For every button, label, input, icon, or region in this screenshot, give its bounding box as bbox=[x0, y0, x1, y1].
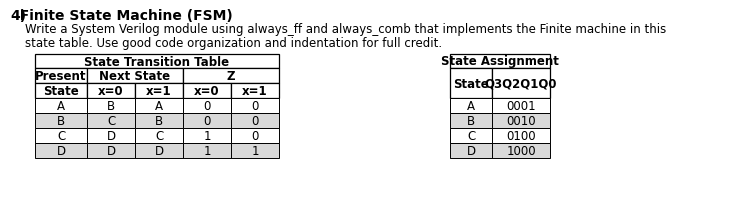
Bar bbox=[87, 128, 135, 143]
Text: 0: 0 bbox=[251, 99, 259, 112]
Text: Present: Present bbox=[35, 70, 87, 83]
Bar bbox=[135, 84, 183, 98]
Text: 0: 0 bbox=[251, 115, 259, 127]
Text: Q3Q2Q1Q0: Q3Q2Q1Q0 bbox=[485, 77, 557, 90]
Text: x=0: x=0 bbox=[195, 85, 220, 97]
Text: 1: 1 bbox=[204, 144, 211, 157]
Bar bbox=[183, 143, 231, 158]
Bar bbox=[450, 55, 550, 69]
Text: A: A bbox=[57, 99, 65, 112]
Text: 1000: 1000 bbox=[506, 144, 536, 157]
Text: D: D bbox=[106, 144, 115, 157]
Bar bbox=[492, 69, 550, 98]
Bar bbox=[183, 98, 231, 114]
Text: 1: 1 bbox=[251, 144, 259, 157]
Bar bbox=[35, 84, 87, 98]
Text: 0: 0 bbox=[204, 115, 210, 127]
Text: B: B bbox=[467, 115, 475, 127]
Bar bbox=[135, 98, 183, 114]
Bar bbox=[183, 69, 279, 84]
Bar bbox=[231, 84, 279, 98]
Text: x=1: x=1 bbox=[242, 85, 268, 97]
Text: x=0: x=0 bbox=[98, 85, 124, 97]
Text: 0: 0 bbox=[204, 99, 210, 112]
Text: State: State bbox=[453, 77, 489, 90]
Bar bbox=[492, 143, 550, 158]
Text: State Assignment: State Assignment bbox=[441, 55, 559, 68]
Bar bbox=[35, 55, 279, 69]
Text: Finite State Machine (FSM): Finite State Machine (FSM) bbox=[10, 9, 233, 23]
Bar bbox=[183, 128, 231, 143]
Bar bbox=[35, 143, 87, 158]
Bar bbox=[135, 128, 183, 143]
Bar bbox=[492, 98, 550, 114]
Text: Z: Z bbox=[227, 70, 235, 83]
Bar bbox=[450, 98, 492, 114]
Bar bbox=[231, 114, 279, 128]
Text: 0100: 0100 bbox=[506, 129, 536, 142]
Text: 4): 4) bbox=[10, 9, 26, 23]
Text: C: C bbox=[467, 129, 475, 142]
Bar bbox=[87, 84, 135, 98]
Bar bbox=[492, 114, 550, 128]
Bar bbox=[35, 69, 87, 84]
Text: state table. Use good code organization and indentation for full credit.: state table. Use good code organization … bbox=[10, 37, 442, 50]
Bar bbox=[231, 143, 279, 158]
Text: D: D bbox=[155, 144, 164, 157]
Bar bbox=[492, 128, 550, 143]
Text: B: B bbox=[57, 115, 65, 127]
Bar bbox=[87, 143, 135, 158]
Text: 0: 0 bbox=[251, 129, 259, 142]
Text: A: A bbox=[467, 99, 475, 112]
Bar bbox=[87, 98, 135, 114]
Bar bbox=[450, 128, 492, 143]
Bar bbox=[231, 128, 279, 143]
Text: 1: 1 bbox=[204, 129, 211, 142]
Text: C: C bbox=[107, 115, 115, 127]
Text: B: B bbox=[107, 99, 115, 112]
Text: x=1: x=1 bbox=[146, 85, 172, 97]
Bar bbox=[450, 69, 492, 98]
Bar bbox=[35, 114, 87, 128]
Text: Next State: Next State bbox=[100, 70, 170, 83]
Bar bbox=[450, 114, 492, 128]
Text: C: C bbox=[57, 129, 65, 142]
Text: B: B bbox=[155, 115, 163, 127]
Text: A: A bbox=[155, 99, 163, 112]
Bar bbox=[35, 98, 87, 114]
Text: State: State bbox=[43, 85, 79, 97]
Bar bbox=[35, 128, 87, 143]
Bar bbox=[87, 114, 135, 128]
Text: Write a System Verilog module using always_ff and always_comb that implements th: Write a System Verilog module using alwa… bbox=[10, 23, 667, 36]
Bar bbox=[450, 143, 492, 158]
Text: D: D bbox=[57, 144, 66, 157]
Bar bbox=[231, 98, 279, 114]
Text: 0010: 0010 bbox=[506, 115, 536, 127]
Bar bbox=[135, 114, 183, 128]
Text: 0001: 0001 bbox=[506, 99, 536, 112]
Text: State Transition Table: State Transition Table bbox=[84, 55, 229, 68]
Text: D: D bbox=[106, 129, 115, 142]
Bar bbox=[87, 69, 183, 84]
Bar bbox=[183, 114, 231, 128]
Text: D: D bbox=[467, 144, 476, 157]
Bar bbox=[135, 143, 183, 158]
Text: C: C bbox=[155, 129, 163, 142]
Bar bbox=[183, 84, 231, 98]
